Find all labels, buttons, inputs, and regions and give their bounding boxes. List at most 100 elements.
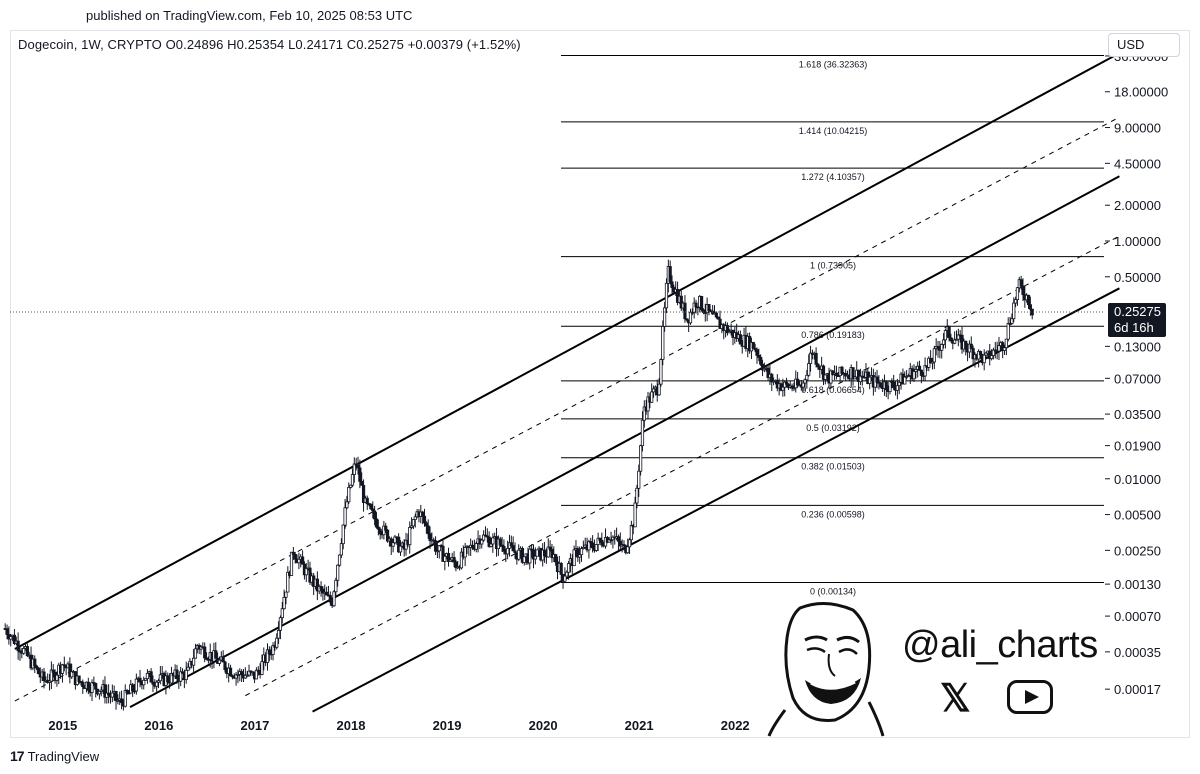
candle-body xyxy=(578,554,582,558)
channel-line-upper-mid xyxy=(14,116,1120,702)
candle-body xyxy=(657,383,661,396)
cartoon-face-icon xyxy=(767,602,885,737)
candle-body xyxy=(276,629,281,639)
x-tick-label: 2019 xyxy=(433,718,462,733)
candle-body xyxy=(421,511,425,517)
candle-body xyxy=(923,365,927,377)
candle-body xyxy=(186,666,190,671)
candle-body xyxy=(34,665,39,669)
candle-body xyxy=(816,363,820,368)
candle-body xyxy=(391,542,395,547)
footer: 17 TradingView xyxy=(10,748,99,764)
x-tick-label: 2015 xyxy=(48,718,77,733)
candle-body xyxy=(184,669,188,680)
candle-body xyxy=(428,533,432,541)
candle-body xyxy=(347,487,351,503)
candle-body xyxy=(169,673,174,684)
candle-body xyxy=(97,690,102,695)
candle-body xyxy=(145,672,150,680)
candle-body xyxy=(77,675,81,682)
chart-frame[interactable] xyxy=(10,30,1190,738)
y-tick-label: 4.50000 xyxy=(1114,156,1161,171)
x-tick-label: 2016 xyxy=(144,718,173,733)
candle-body xyxy=(308,567,312,583)
candle-body xyxy=(851,367,855,380)
candle-body xyxy=(594,544,598,551)
candle-body xyxy=(345,501,349,509)
current-price-badge xyxy=(1108,303,1166,338)
x-tick-label: 2020 xyxy=(529,718,558,733)
candle-body xyxy=(260,661,264,675)
candle-body xyxy=(278,617,283,631)
candle-body xyxy=(590,542,595,549)
candle-body xyxy=(166,675,170,683)
candle-body xyxy=(895,385,899,391)
candle-body xyxy=(463,546,467,558)
candle-body xyxy=(435,550,440,553)
candle-body xyxy=(448,559,452,562)
candle-body xyxy=(609,539,613,542)
candle-body xyxy=(291,551,295,555)
candle-body xyxy=(808,352,813,364)
candle-body xyxy=(408,527,412,546)
candle-body xyxy=(892,381,896,389)
channel-line-middle xyxy=(129,175,1120,709)
candle-body xyxy=(670,281,674,288)
x-logo-icon: 𝕏 xyxy=(940,678,971,720)
candle-body xyxy=(90,682,94,693)
candle-body xyxy=(718,318,722,329)
candle-body xyxy=(633,502,637,528)
candle-body xyxy=(875,376,879,383)
candle-body xyxy=(480,539,484,545)
candle-body xyxy=(446,553,451,562)
candle-body xyxy=(759,356,763,365)
candle-body xyxy=(711,310,715,315)
candle-body xyxy=(784,381,789,385)
candle-body xyxy=(805,374,809,381)
currency-selector[interactable]: USD xyxy=(1108,33,1180,57)
candle-body xyxy=(354,463,358,466)
candle-body xyxy=(897,381,901,387)
candle-body xyxy=(790,385,794,389)
candle-body xyxy=(639,445,643,472)
candle-body xyxy=(506,547,510,555)
candle-body xyxy=(422,515,427,524)
candle-body xyxy=(70,671,74,678)
candle-body xyxy=(254,669,259,680)
y-tick-label: 0.03500 xyxy=(1114,407,1161,422)
candle-body xyxy=(596,537,600,545)
candle-body xyxy=(640,419,645,447)
candle-body xyxy=(125,690,129,694)
candle-body xyxy=(930,361,935,364)
candle-body xyxy=(443,555,447,562)
candle-body xyxy=(123,690,127,707)
candle-body xyxy=(781,386,785,391)
candle-body xyxy=(127,692,131,695)
candle-body xyxy=(513,550,517,554)
candle-body xyxy=(99,689,103,692)
candle-body xyxy=(650,391,654,403)
candle-body xyxy=(339,543,343,556)
tradingview-logo-icon: 17 xyxy=(10,748,25,764)
candle-body xyxy=(858,375,863,382)
candle-body xyxy=(413,516,417,520)
candle-body xyxy=(18,650,22,653)
candle-body xyxy=(563,575,567,582)
candle-body xyxy=(86,681,90,691)
y-tick-label: 0.00017 xyxy=(1114,682,1161,697)
candle-body xyxy=(156,680,161,683)
candle-body xyxy=(792,387,796,390)
candle-body xyxy=(627,539,632,548)
candle-body xyxy=(321,588,325,594)
candle-body xyxy=(554,554,558,563)
candle-body xyxy=(853,376,857,380)
candle-body xyxy=(917,365,922,371)
candle-body xyxy=(62,664,66,667)
candle-body xyxy=(906,375,911,377)
candle-body xyxy=(969,343,973,349)
candle-body xyxy=(365,497,369,505)
candle-body xyxy=(474,543,478,550)
y-tick-label: 0.00070 xyxy=(1114,609,1161,624)
symbol-info: Dogecoin, 1W, CRYPTO O0.24896 H0.25354 L… xyxy=(18,37,521,52)
